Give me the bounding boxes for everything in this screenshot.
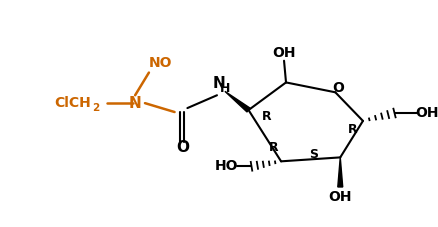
Text: OH: OH bbox=[414, 106, 438, 120]
Text: OH: OH bbox=[328, 190, 351, 204]
Text: R: R bbox=[269, 141, 279, 154]
Text: R: R bbox=[347, 123, 357, 136]
Text: O: O bbox=[176, 140, 188, 155]
Text: NO: NO bbox=[148, 56, 172, 70]
Text: O: O bbox=[332, 81, 343, 95]
Text: OH: OH bbox=[272, 46, 295, 60]
Polygon shape bbox=[224, 91, 250, 112]
Text: HO: HO bbox=[215, 159, 238, 173]
Text: R: R bbox=[261, 111, 271, 123]
Text: 2: 2 bbox=[92, 103, 99, 113]
Text: ClCH: ClCH bbox=[54, 96, 91, 110]
Polygon shape bbox=[337, 157, 342, 187]
Text: H: H bbox=[219, 82, 230, 95]
Text: N: N bbox=[212, 76, 225, 91]
Text: S: S bbox=[308, 148, 318, 161]
Text: N: N bbox=[128, 96, 141, 111]
